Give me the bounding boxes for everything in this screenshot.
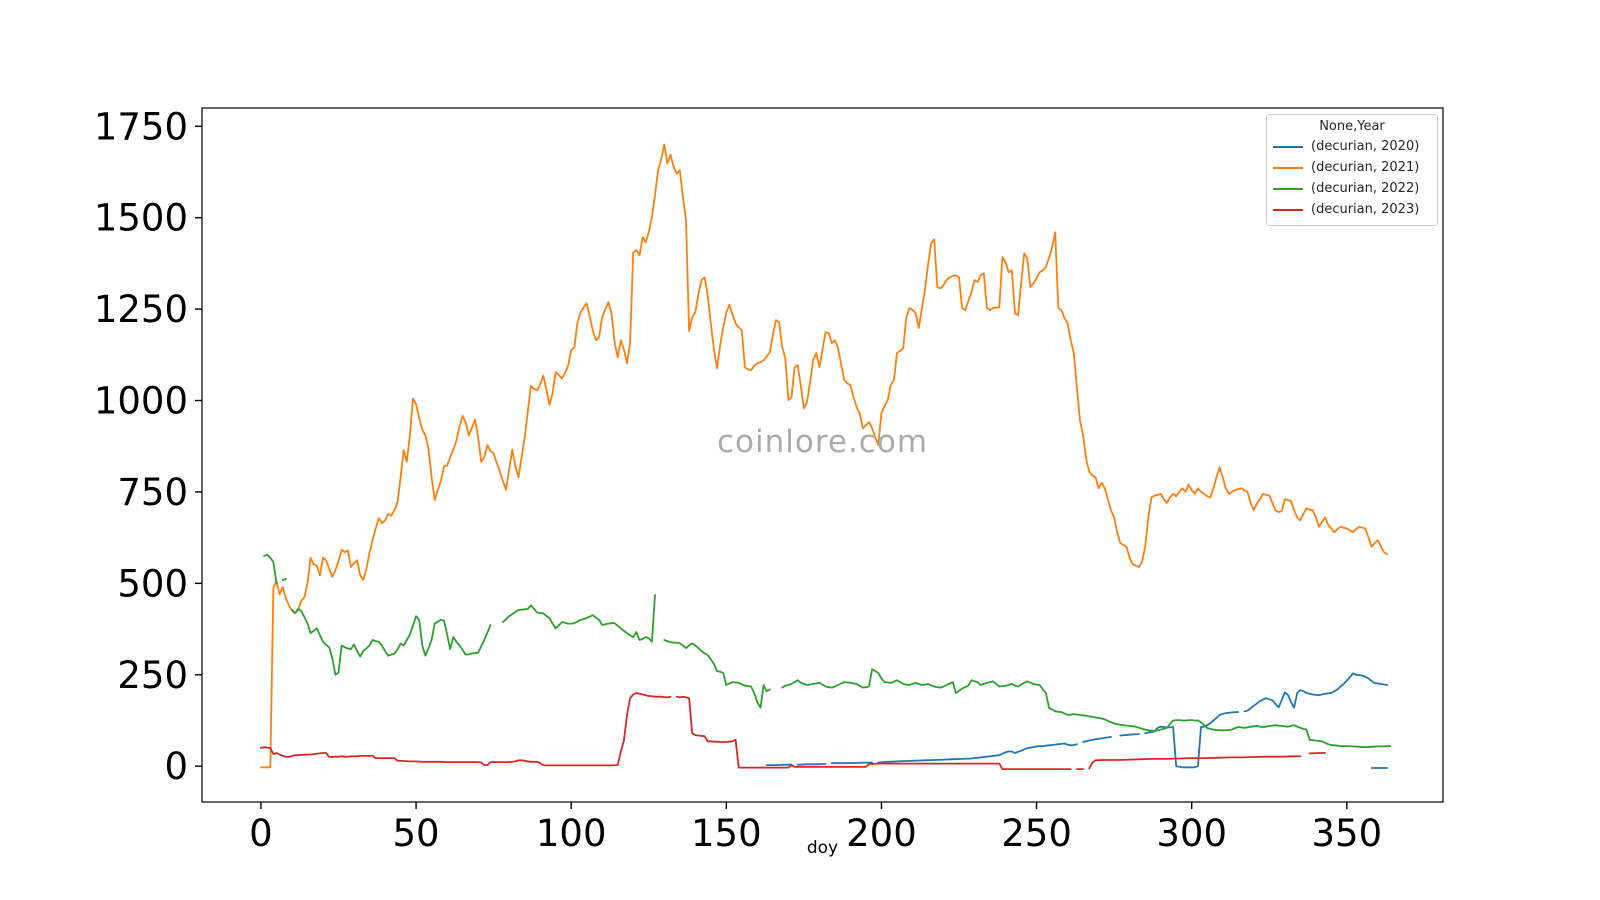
line-decurian-2023	[260, 692, 672, 767]
y-tick-label: 500	[117, 562, 188, 605]
line-decurian-2023	[1088, 755, 1302, 770]
line-decurian-2022	[263, 553, 278, 585]
x-axis-label: doy	[806, 838, 839, 858]
line-decurian-2020	[830, 761, 873, 765]
legend-entries: (decurian, 2020) (decurian, 2021) (decuria…	[1273, 136, 1431, 220]
series-2020	[765, 672, 1389, 769]
line-decurian-2021	[260, 143, 1389, 769]
x-tick-label: 250	[1001, 812, 1072, 855]
y-tick-label: 1250	[94, 288, 188, 331]
x-tick-label: 350	[1312, 812, 1383, 855]
y-tick-label: 1750	[94, 105, 188, 148]
series-2021	[260, 143, 1389, 769]
legend-line-sample	[1273, 166, 1303, 169]
y-tick-label: 250	[117, 654, 188, 697]
line-decurian-2022	[281, 578, 287, 581]
legend-line-sample	[1273, 208, 1303, 211]
series-2023	[260, 692, 1326, 770]
legend-entry: (decurian, 2021)	[1273, 157, 1431, 178]
line-decurian-2020	[877, 742, 1078, 764]
line-decurian-2022	[291, 608, 492, 676]
legend: None,Year (decurian, 2020) (decurian, 202…	[1266, 114, 1438, 226]
y-tick-label: 0	[164, 745, 188, 788]
line-decurian-2020	[1119, 733, 1140, 737]
axes-spines	[201, 107, 1444, 803]
legend-line-sample	[1273, 187, 1303, 190]
x-tick-label: 300	[1156, 812, 1227, 855]
x-tick-label: 50	[393, 812, 440, 855]
y-tick-label: 1000	[94, 380, 188, 423]
x-tick-label: 200	[846, 812, 917, 855]
y-tick-label: 750	[117, 471, 188, 514]
watermark: coinlore.com	[716, 424, 929, 460]
x-tick-label: 150	[691, 812, 762, 855]
line-decurian-2022	[663, 639, 771, 709]
x-tick-label: 100	[536, 812, 607, 855]
line-decurian-2020	[1144, 711, 1240, 769]
legend-entry-label: (decurian, 2021)	[1311, 160, 1420, 175]
legend-entry-label: (decurian, 2023)	[1311, 202, 1420, 217]
legend-entry-label: (decurian, 2020)	[1311, 139, 1420, 154]
legend-entry: (decurian, 2023)	[1273, 199, 1431, 220]
line-decurian-2020	[796, 763, 827, 766]
legend-line-sample	[1273, 145, 1303, 148]
x-tick-label: 0	[249, 812, 273, 855]
legend-entry-label: (decurian, 2022)	[1311, 181, 1420, 196]
line-decurian-2023	[675, 695, 1072, 770]
legend-entry: (decurian, 2022)	[1273, 178, 1431, 199]
legend-entry: (decurian, 2020)	[1273, 136, 1431, 157]
y-tick-label: 1500	[94, 197, 188, 240]
series-2022	[263, 553, 1392, 749]
line-decurian-2022	[502, 594, 656, 643]
line-decurian-2020	[1243, 672, 1389, 713]
line-decurian-2020	[1082, 736, 1112, 743]
line-decurian-2022	[781, 668, 1392, 749]
legend-title: None,Year	[1319, 119, 1385, 134]
